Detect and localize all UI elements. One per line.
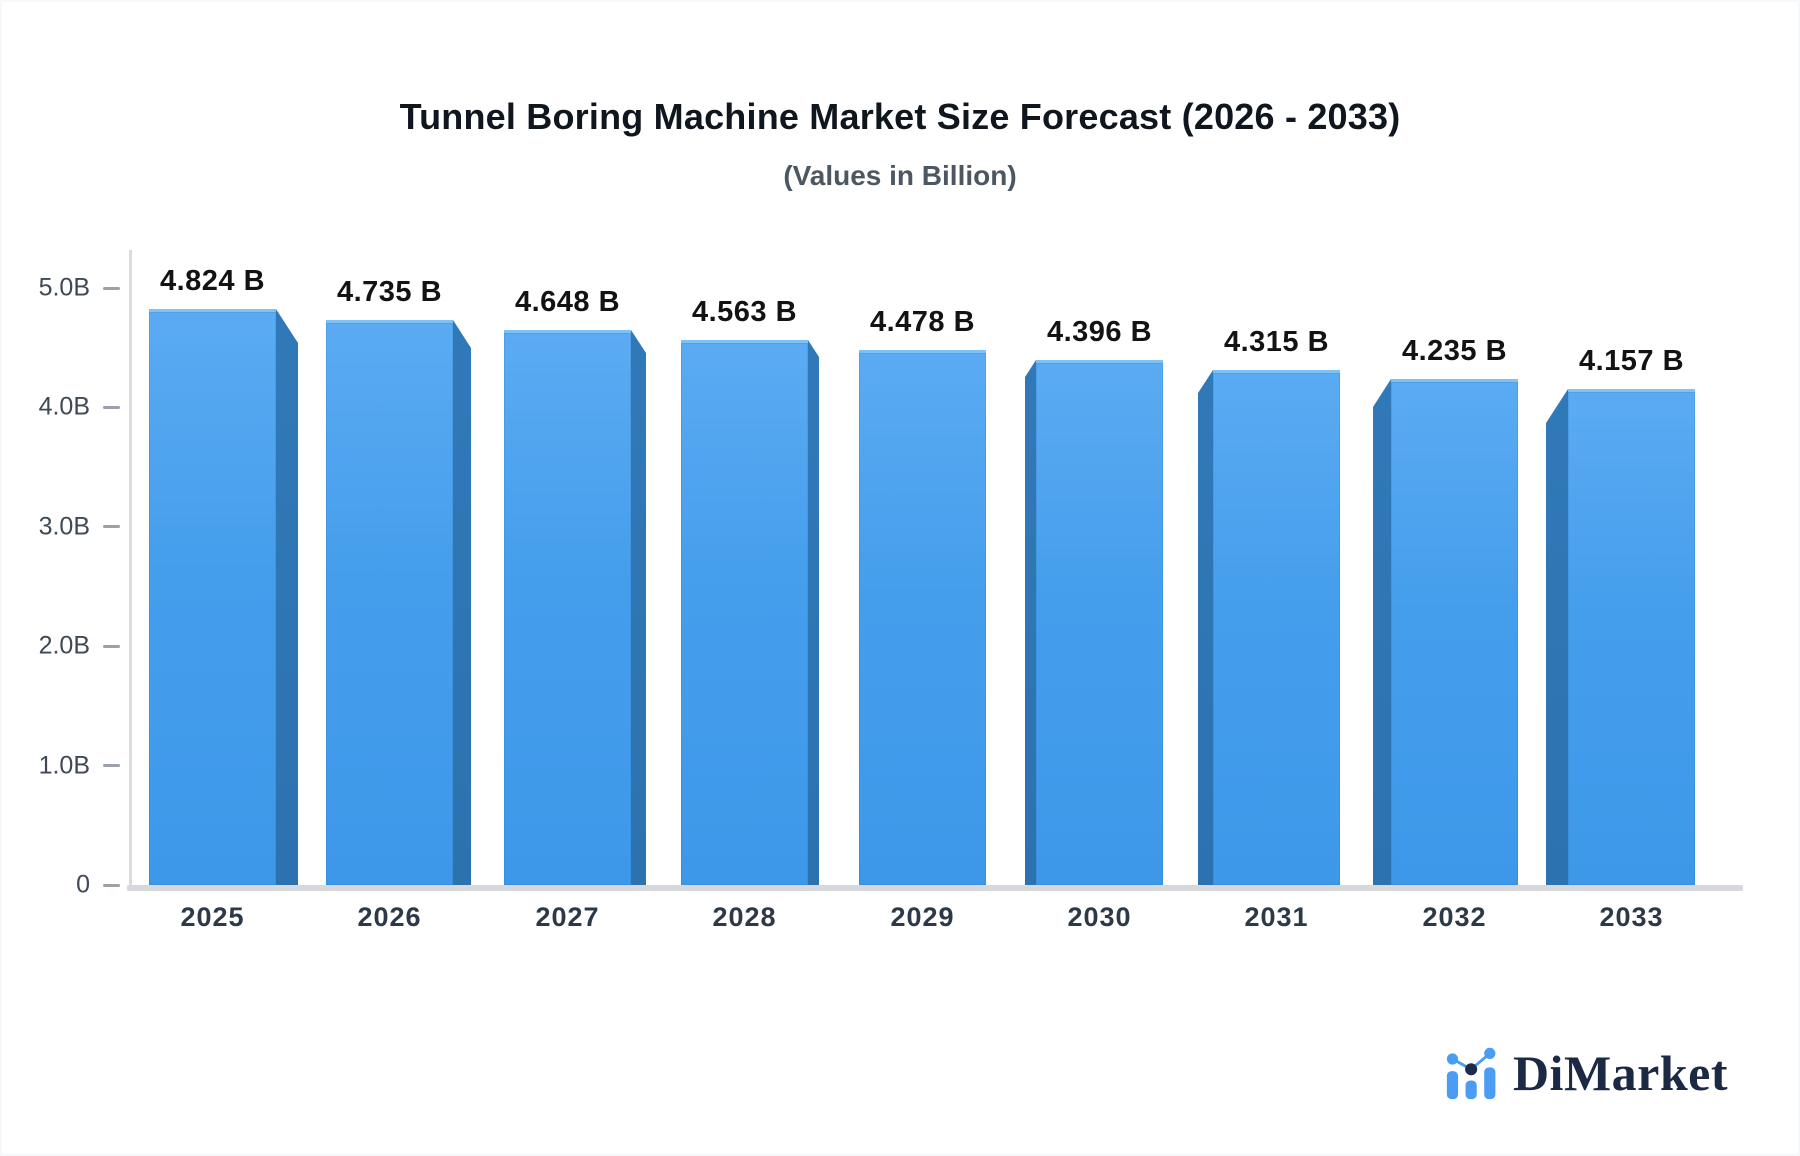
- y-tick-label: 3.0B: [38, 512, 90, 541]
- bar-value-label: 4.563 B: [691, 296, 798, 328]
- bar-front-face: [504, 330, 631, 885]
- bar-side-face: [276, 309, 298, 885]
- bar-front-face: [1213, 370, 1340, 885]
- y-tick-label: 1.0B: [38, 751, 90, 780]
- bar-front-face: [1391, 379, 1518, 885]
- bar-front-face: [326, 320, 453, 885]
- y-tick-mark: [103, 286, 120, 290]
- y-tick-mark: [103, 764, 120, 768]
- y-tick-mark: [103, 525, 120, 529]
- chart-subtitle: (Values in Billion): [783, 160, 1017, 191]
- x-axis-baseline: [127, 885, 1743, 891]
- bar-value-label: 4.648 B: [514, 286, 621, 318]
- y-tick-mark: [103, 883, 120, 887]
- bar-front-face: [1036, 360, 1163, 885]
- x-tick-label: 2029: [890, 902, 955, 932]
- chart-title: Tunnel Boring Machine Market Size Foreca…: [399, 96, 1401, 137]
- y-tick-mark: [103, 644, 120, 648]
- bar-side-face: [453, 320, 471, 885]
- bar-side-face: [1025, 360, 1036, 885]
- x-tick-label: 2026: [357, 902, 422, 932]
- bar-value-label: 4.478 B: [869, 306, 976, 338]
- bar-front-face: [859, 350, 986, 885]
- bar-value-label: 4.315 B: [1223, 326, 1330, 358]
- bar-front-face: [681, 340, 808, 885]
- bar-value-label: 4.235 B: [1401, 335, 1508, 367]
- y-axis-line: [129, 250, 132, 888]
- bar-value-label: 4.157 B: [1578, 345, 1685, 377]
- bar-side-face: [808, 340, 819, 885]
- x-tick-label: 2032: [1422, 902, 1487, 932]
- x-tick-label: 2030: [1067, 902, 1132, 932]
- y-tick-label: 0: [76, 870, 90, 899]
- bar-side-face: [631, 330, 646, 885]
- bar-side-face: [1198, 370, 1213, 885]
- bar-front-face: [149, 309, 276, 885]
- dimarket-logo: DiMarket: [1445, 1044, 1728, 1102]
- y-tick-mark: [103, 405, 120, 409]
- x-tick-label: 2025: [180, 902, 245, 932]
- bar-side-face: [1373, 379, 1391, 885]
- y-tick-label: 2.0B: [38, 631, 90, 660]
- x-tick-label: 2031: [1244, 902, 1309, 932]
- bar-value-label: 4.824 B: [159, 265, 266, 297]
- x-tick-label: 2033: [1599, 902, 1664, 932]
- y-tick-label: 4.0B: [38, 392, 90, 421]
- logo-text: DiMarket: [1512, 1045, 1728, 1101]
- bar-value-label: 4.396 B: [1046, 316, 1153, 348]
- x-tick-label: 2027: [535, 902, 600, 932]
- bar-side-face: [1546, 389, 1568, 885]
- x-tick-label: 2028: [712, 902, 777, 932]
- mini-bar-chart-icon: [1445, 1046, 1501, 1100]
- y-tick-label: 5.0B: [38, 273, 90, 302]
- bar-value-label: 4.735 B: [336, 276, 443, 308]
- bar-front-face: [1568, 389, 1695, 885]
